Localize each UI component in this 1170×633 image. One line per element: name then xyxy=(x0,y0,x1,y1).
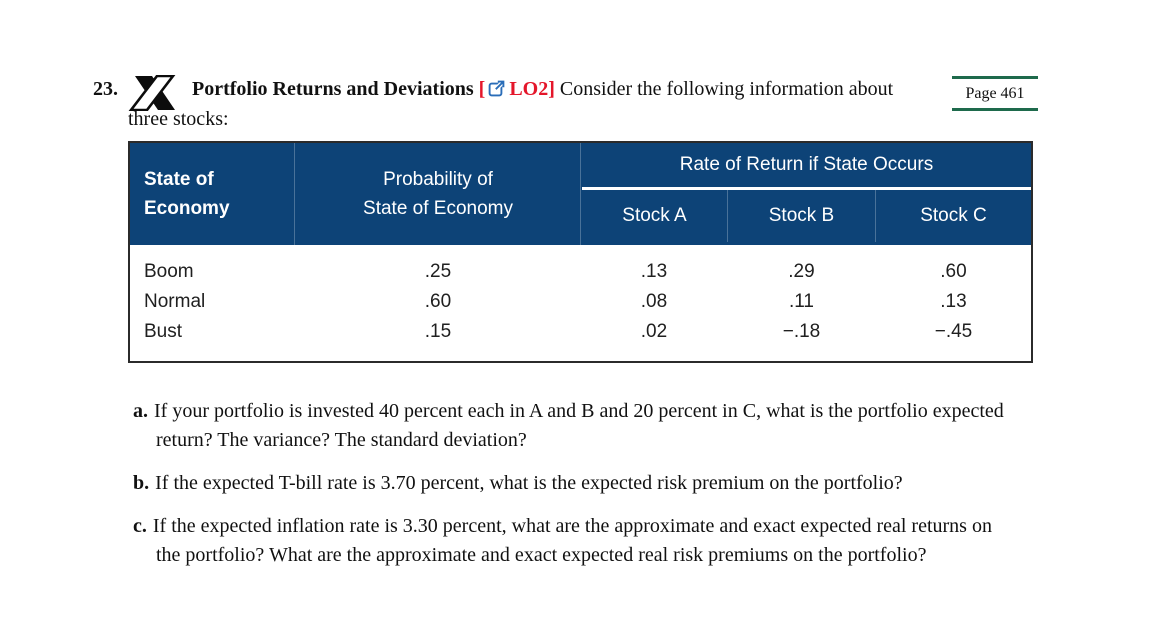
question-text: If the expected T-bill rate is 3.70 perc… xyxy=(155,472,903,494)
cell-state: Normal xyxy=(144,291,206,312)
problem-title: Portfolio Returns and Deviations xyxy=(192,78,474,100)
question-text: If the expected inflation rate is 3.30 p… xyxy=(152,515,992,566)
question-item-c: c. If the expected inflation rate is 3.30… xyxy=(133,512,1017,570)
col-header-probability: Probability of State of Economy xyxy=(296,143,581,245)
question-letter: c. xyxy=(133,515,147,537)
table-row: Boom .25 .13 .29 .60 xyxy=(130,257,1031,287)
col-header-stock-c: Stock C xyxy=(920,205,987,226)
col-group-rate-of-return: Rate of Return if State Occurs Stock A S… xyxy=(582,143,1031,245)
cell-probability: .25 xyxy=(424,261,452,282)
problem-title-line: Portfolio Returns and Deviations [ LO2] C… xyxy=(192,78,893,101)
cell-stock-c: .13 xyxy=(940,291,967,312)
cell-stock-b: .11 xyxy=(788,291,814,312)
table-header: State of Economy Probability of State of… xyxy=(130,143,1031,245)
question-letter: a. xyxy=(133,400,148,422)
cell-state: Bust xyxy=(144,321,183,342)
table-row: Normal .60 .08 .11 .13 xyxy=(130,287,1031,317)
cell-stock-a: .13 xyxy=(640,261,668,282)
lo-label: LO2] xyxy=(509,78,555,100)
col-header-prob-line2: State of Economy xyxy=(363,198,513,219)
table-row: Bust .15 .02 −.18 −.45 xyxy=(130,317,1031,347)
col-header-stock-b: Stock B xyxy=(728,190,876,242)
col-header-state-line1: State of xyxy=(144,169,214,190)
cell-stock-c: −.45 xyxy=(934,321,973,342)
page-reference-badge: Page 461 xyxy=(952,76,1038,111)
question-item-a: a. If your portfolio is invested 40 perce… xyxy=(133,397,1017,455)
col-header-prob-line1: Probability of xyxy=(383,169,493,190)
stock-subheaders: Stock A Stock B Stock C xyxy=(582,190,1031,242)
question-letter: b. xyxy=(133,472,150,494)
excel-master-x-icon xyxy=(128,74,180,112)
group-header-label: Rate of Return if State Occurs xyxy=(582,143,1031,190)
problem-header: 23. Portfolio Returns and Deviations [ LO… xyxy=(93,74,893,112)
cell-probability: .60 xyxy=(424,291,452,312)
lo-bracket: [ xyxy=(478,78,486,100)
problem-number: 23. xyxy=(93,78,118,100)
problem-intro-line2: three stocks: xyxy=(128,108,229,130)
question-item-b: b. If the expected T-bill rate is 3.70 pe… xyxy=(133,469,1017,498)
question-text: If your portfolio is invested 40 percent… xyxy=(154,400,1004,451)
table-body: Boom .25 .13 .29 .60 Normal .60 .08 .11 … xyxy=(130,245,1031,361)
col-header-state-line2: Economy xyxy=(144,198,230,219)
cell-state: Boom xyxy=(144,261,194,282)
cell-stock-b: −.18 xyxy=(782,321,821,342)
cell-stock-a: .02 xyxy=(640,321,668,342)
cell-stock-a: .08 xyxy=(640,291,668,312)
states-returns-table: State of Economy Probability of State of… xyxy=(128,141,1033,363)
problem-intro: Consider the following information about xyxy=(559,78,894,100)
cell-stock-b: .29 xyxy=(788,261,815,282)
question-list: a. If your portfolio is invested 40 perce… xyxy=(133,397,1017,584)
cell-probability: .15 xyxy=(424,321,452,342)
col-header-stock-a: Stock A xyxy=(582,190,728,242)
col-header-state-of-economy: State of Economy xyxy=(130,143,295,245)
external-link-icon[interactable] xyxy=(488,79,506,97)
cell-stock-c: .60 xyxy=(940,261,967,282)
